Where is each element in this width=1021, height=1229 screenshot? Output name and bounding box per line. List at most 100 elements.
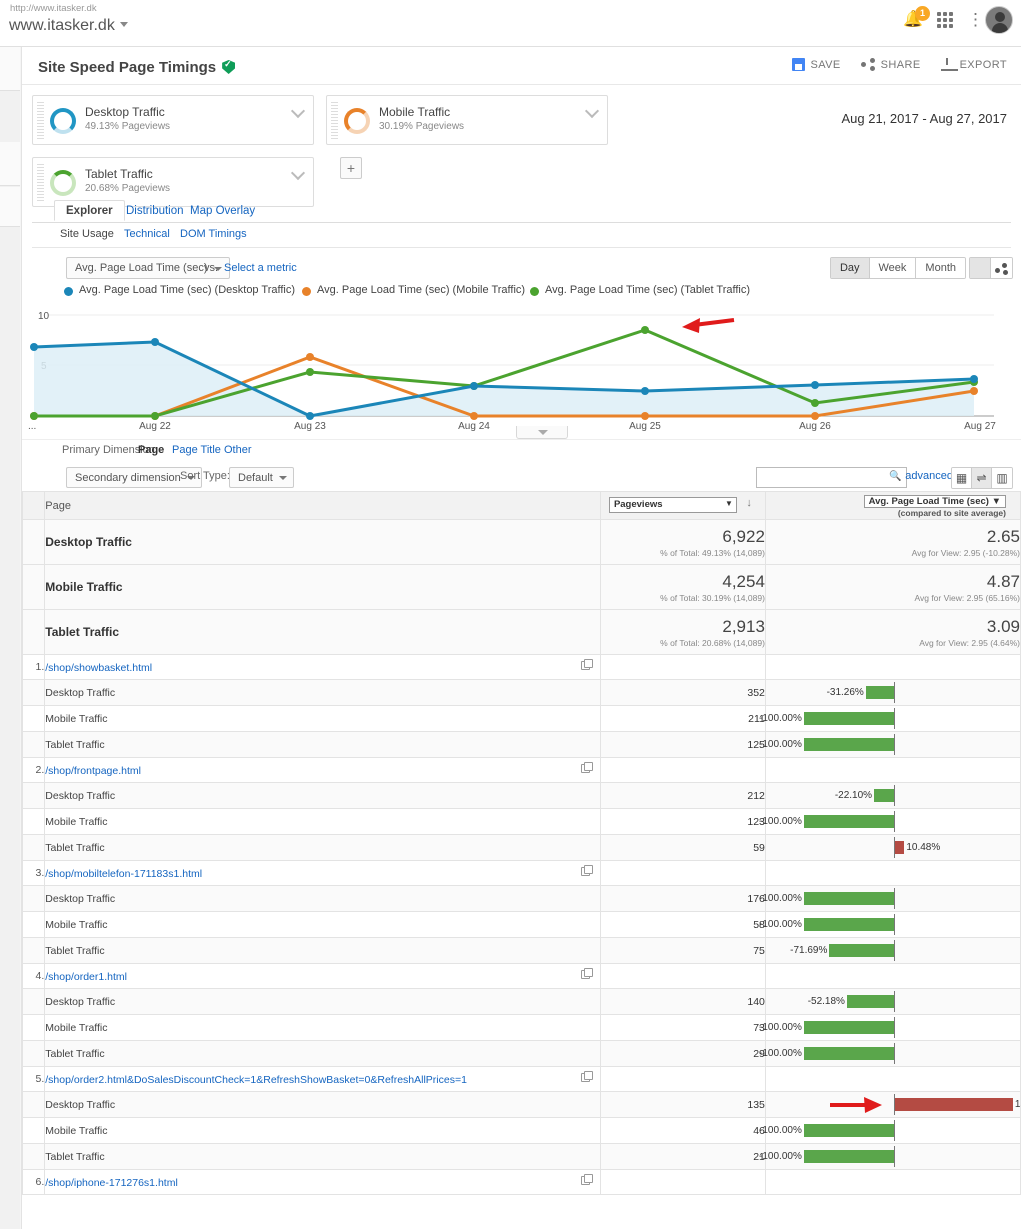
share-icon: [860, 58, 875, 71]
bar-chart-cell: 130.87%: [766, 1092, 1021, 1117]
primary-dimension-value[interactable]: Page: [138, 444, 165, 456]
property-name: www.itasker.dk: [9, 17, 115, 34]
avatar[interactable]: [985, 6, 1013, 34]
property-selector[interactable]: www.itasker.dk: [9, 17, 128, 35]
legend-label-desktop: Avg. Page Load Time (sec) (Desktop Traff…: [79, 284, 296, 296]
page-cell: /shop/iphone-171276s1.html: [44, 1169, 601, 1195]
table-device-row: Mobile Traffic 58 -100.00%: [21, 911, 1021, 938]
advanced-link[interactable]: advanced: [905, 470, 953, 482]
chevron-down-icon[interactable]: [584, 103, 600, 119]
negative-bar: [803, 918, 894, 931]
drag-handle[interactable]: [37, 102, 44, 140]
search-icon[interactable]: [885, 467, 907, 488]
secondary-dimension-button[interactable]: Secondary dimension: [66, 467, 202, 488]
device-plt-cell: -100.00%: [759, 808, 1021, 835]
legend-item-mobile[interactable]: Avg. Page Load Time (sec) (Mobile Traffi…: [302, 284, 525, 296]
sort-descending-icon[interactable]: ↓: [746, 497, 752, 509]
device-plt-cell: -52.18%: [764, 988, 1021, 1015]
scatter-chart-icon[interactable]: [991, 258, 1012, 278]
granularity-day[interactable]: Day: [830, 258, 870, 278]
page-link[interactable]: /shop/iphone-171276s1.html: [45, 1177, 178, 1189]
tab-explorer[interactable]: Explorer: [54, 200, 125, 221]
open-in-new-window-icon[interactable]: [580, 968, 593, 979]
segment-card-mobile[interactable]: Mobile Traffic 30.19% Pageviews: [326, 95, 608, 145]
subtab-technical[interactable]: Technical: [124, 228, 170, 240]
open-in-new-window-icon[interactable]: [580, 659, 593, 670]
metric-control-row: Avg. Page Load Time (sec) vs. Select a m…: [22, 248, 1021, 284]
subtab-dom-timings[interactable]: DOM Timings: [180, 228, 247, 240]
chevron-down-icon: ▼: [725, 499, 733, 508]
device-pageviews: 135: [599, 1091, 766, 1118]
table-group-row: 3./shop/mobiltelefon-171183s1.html: [21, 860, 1021, 886]
granularity-week[interactable]: Week: [869, 258, 917, 278]
time-series-chart[interactable]: 10 5: [22, 304, 1011, 439]
group-plt-cell: [764, 963, 1021, 989]
segment-card-desktop[interactable]: Desktop Traffic 49.13% Pageviews: [32, 95, 314, 145]
segment-card-tablet[interactable]: Tablet Traffic 20.68% Pageviews: [32, 157, 314, 207]
device-index: [21, 705, 45, 732]
share-button[interactable]: SHARE: [860, 58, 921, 71]
granularity-month[interactable]: Month: [916, 258, 965, 278]
add-segment-button[interactable]: +: [340, 157, 362, 179]
bar-value-label: -100.00%: [759, 1048, 802, 1059]
dimension-link-other[interactable]: Other: [224, 444, 252, 456]
line-chart-icon[interactable]: [970, 258, 991, 278]
table-view-icon[interactable]: ▦: [952, 468, 972, 488]
save-button[interactable]: SAVE: [791, 58, 841, 71]
dimension-link-page-title[interactable]: Page Title: [172, 444, 221, 456]
chart-zoom-handle[interactable]: [516, 426, 568, 439]
th-page[interactable]: Page: [44, 491, 601, 520]
drag-handle[interactable]: [37, 164, 44, 202]
table-device-row: Tablet Traffic 59 10.48%: [21, 834, 1021, 861]
table-device-row: Desktop Traffic 140 -52.18%: [21, 988, 1021, 1015]
segment-sub: 20.68% Pageviews: [85, 183, 171, 194]
bar-baseline: [893, 1120, 895, 1141]
th-page-load-time: Avg. Page Load Time (sec) ▼ (compared to…: [764, 491, 1021, 520]
notifications-button[interactable]: 🔔 1: [903, 6, 930, 31]
tab-map-overlay[interactable]: Map Overlay: [190, 205, 256, 217]
report-table: Page Pageviews ▼ ↓ Avg. Page Load Time (…: [21, 491, 1021, 1195]
select-a-metric-link[interactable]: Select a metric: [224, 262, 297, 274]
bar-value-label: -100.00%: [759, 1125, 802, 1136]
export-button[interactable]: EXPORT: [940, 58, 1007, 71]
page-link[interactable]: /shop/order2.html&DoSalesDiscountCheck=1…: [45, 1074, 467, 1086]
open-in-new-window-icon[interactable]: [580, 1071, 593, 1082]
search-input[interactable]: [756, 467, 886, 488]
comparison-view-icon[interactable]: ▥: [992, 468, 1012, 488]
open-in-new-window-icon[interactable]: [580, 865, 593, 876]
drag-handle[interactable]: [331, 102, 338, 140]
open-in-new-window-icon[interactable]: [580, 762, 593, 773]
device-name: Tablet Traffic: [44, 834, 601, 861]
apps-grid-icon[interactable]: [937, 12, 953, 28]
group-pageviews-cell: [599, 1066, 766, 1092]
pageviews-metric-select[interactable]: Pageviews ▼: [608, 497, 737, 513]
device-plt-cell: -100.00%: [759, 705, 1021, 732]
page-link[interactable]: /shop/order1.html: [45, 971, 127, 983]
tab-distribution[interactable]: Distribution: [126, 205, 184, 217]
device-name: Mobile Traffic: [44, 1117, 601, 1144]
bar-value-label: -52.18%: [807, 996, 845, 1007]
pivot-view-icon[interactable]: ⇌: [972, 468, 992, 488]
chevron-down-icon[interactable]: [290, 165, 306, 181]
open-in-new-window-icon[interactable]: [580, 1174, 593, 1185]
device-pageviews: 123: [599, 808, 766, 835]
table-device-row: Mobile Traffic 73 -100.00%: [21, 1014, 1021, 1041]
legend-item-tablet[interactable]: Avg. Page Load Time (sec) (Tablet Traffi…: [530, 284, 750, 296]
row-index: 3.: [21, 860, 45, 886]
bar-baseline: [893, 837, 895, 858]
page-link[interactable]: /shop/showbasket.html: [45, 662, 153, 674]
more-options-icon[interactable]: ⋮: [967, 10, 984, 29]
page-link[interactable]: /shop/mobiltelefon-171183s1.html: [45, 868, 203, 880]
th-index: [21, 491, 45, 520]
plt-metric-select[interactable]: Avg. Page Load Time (sec) ▼: [863, 495, 1006, 508]
page-link[interactable]: /shop/frontpage.html: [45, 765, 141, 777]
metric-selector[interactable]: Avg. Page Load Time (sec): [66, 257, 231, 279]
page-cell: /shop/order2.html&DoSalesDiscountCheck=1…: [44, 1066, 601, 1092]
subtab-site-usage[interactable]: Site Usage: [60, 228, 114, 240]
bar-baseline: [893, 1043, 895, 1064]
sort-type-button[interactable]: Default: [229, 467, 294, 488]
chevron-down-icon[interactable]: [290, 103, 306, 119]
legend-item-desktop[interactable]: Avg. Page Load Time (sec) (Desktop Traff…: [64, 284, 295, 296]
sidebar-stub-1: [0, 47, 20, 91]
date-range-picker[interactable]: Aug 21, 2017 - Aug 27, 2017: [841, 111, 1007, 126]
